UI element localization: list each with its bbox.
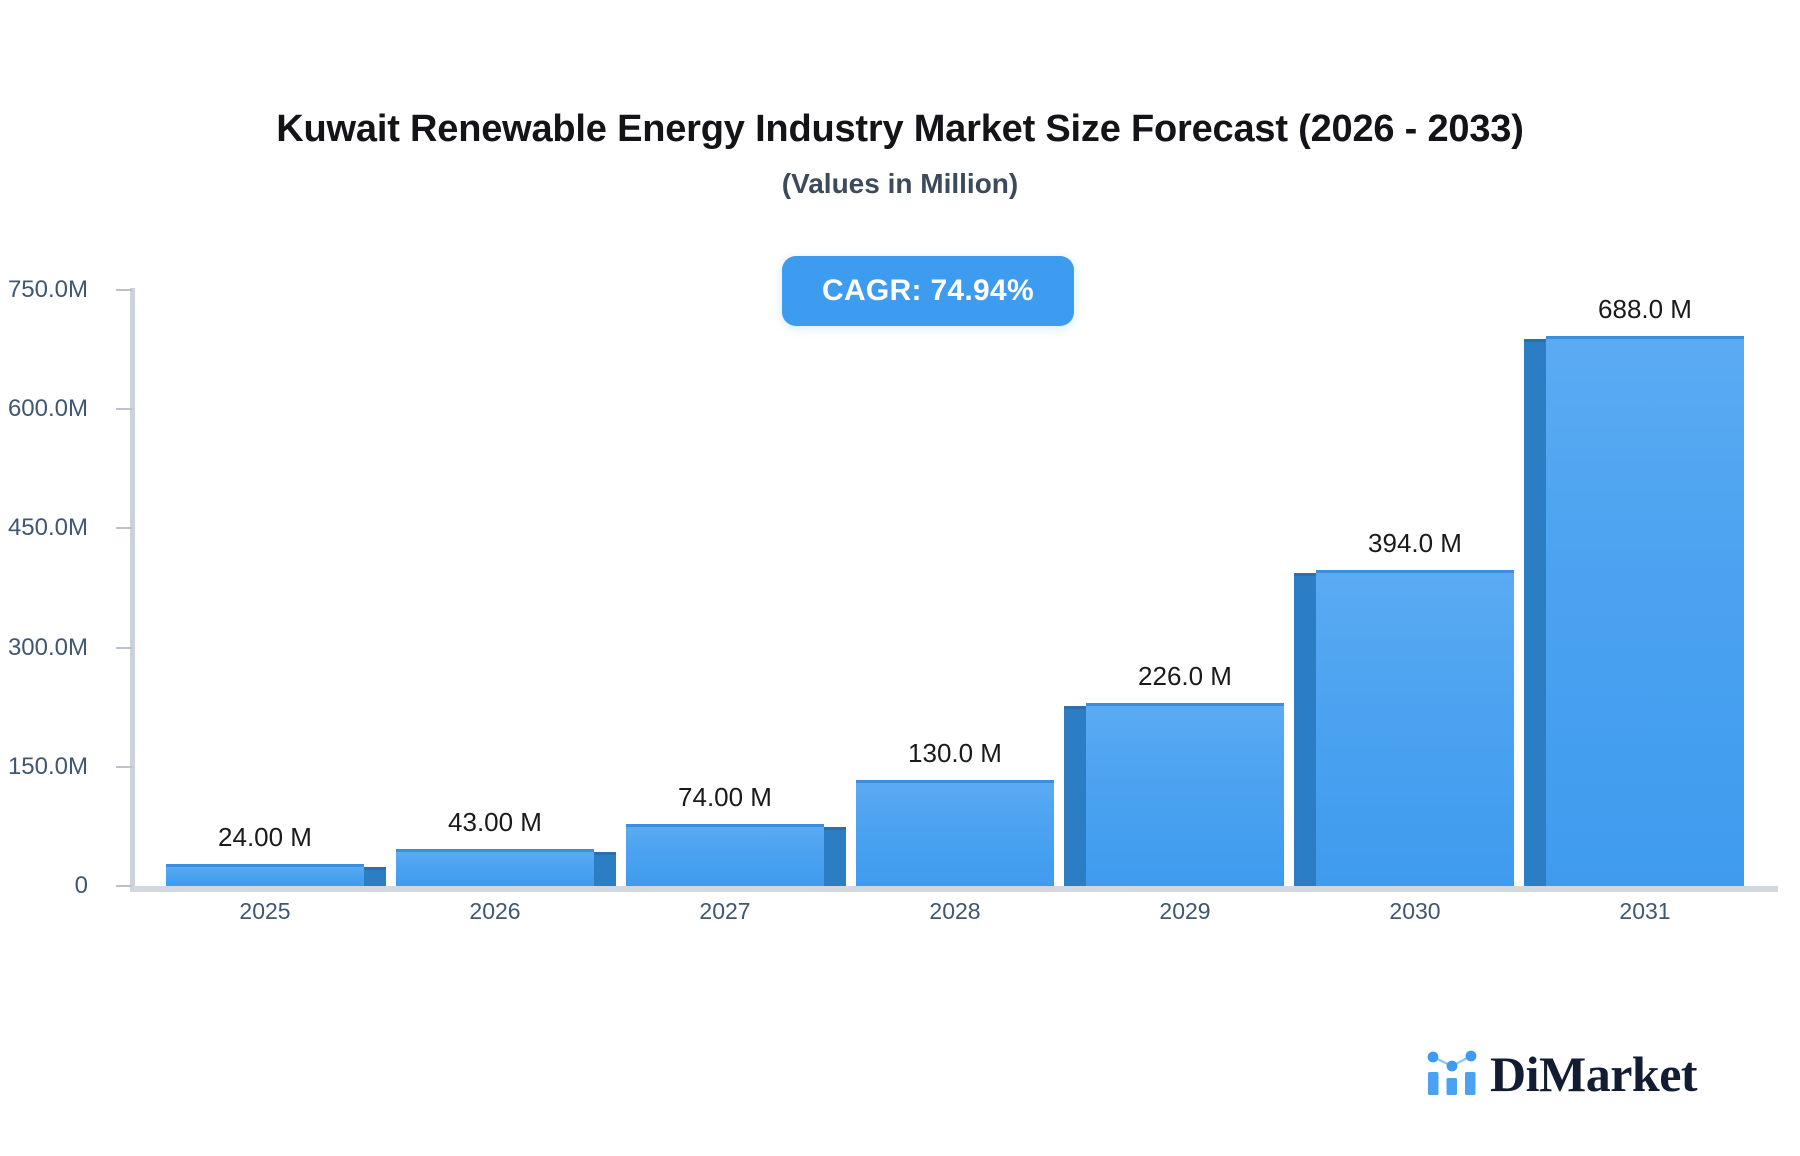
bar-side-face: [1294, 572, 1316, 886]
y-axis-tick-label: 600.0M: [7, 395, 88, 423]
chart-subtitle: (Values in Million): [781, 168, 1019, 199]
bar-side-face: [364, 866, 386, 886]
bar-value-label: 226.0 M: [1138, 661, 1232, 692]
bar-2027[interactable]: 74.00 M: [626, 782, 846, 886]
bar-side-face: [1524, 339, 1546, 886]
y-axis-tick-label: 300.0M: [7, 633, 88, 661]
x-axis-tick-label: 2030: [1389, 898, 1441, 924]
bar-2031[interactable]: 688.0 M: [1524, 294, 1744, 886]
y-axis-tick-label: 450.0M: [7, 514, 88, 542]
y-axis-tick-label: 150.0M: [7, 752, 88, 780]
x-axis-tick-label: 2028: [929, 898, 981, 924]
y-axis-tick: [116, 527, 132, 530]
bar-front-face: [396, 848, 594, 886]
y-axis-tick-label: 0: [74, 872, 88, 899]
x-axis-tick-label: 2031: [1619, 898, 1671, 924]
bar-value-label: 394.0 M: [1368, 527, 1462, 558]
y-axis-tick-label: 750.0M: [7, 276, 88, 303]
bar-value-label: 43.00 M: [448, 806, 542, 837]
bar-2029[interactable]: 226.0 M: [1064, 661, 1284, 886]
bar-front-face: [856, 779, 1054, 886]
bar-front-face: [626, 824, 824, 886]
y-axis-tick: [116, 408, 132, 411]
bar-2026[interactable]: 43.00 M: [396, 807, 616, 886]
y-axis-line: [130, 288, 135, 888]
y-axis-tick: [116, 885, 132, 887]
bar-chart-icon: [1424, 1046, 1480, 1101]
cagr-badge-label: CAGR: 74.94%: [821, 274, 1034, 307]
bar-2025[interactable]: 24.00 M: [166, 822, 386, 886]
x-axis-tick-label: 2027: [699, 898, 751, 924]
y-axis-tick: [116, 646, 132, 649]
bar-2028[interactable]: 130.0 M: [856, 738, 1054, 886]
x-axis-tick-label: 2025: [239, 898, 291, 924]
y-axis-tick: [116, 289, 132, 291]
dimarket-logo: DiMarket: [1424, 1045, 1698, 1102]
bar-value-label: 24.00 M: [218, 821, 312, 852]
bar-front-face: [1316, 569, 1514, 886]
logo-text: DiMarket: [1490, 1045, 1698, 1102]
bar-value-label: 130.0 M: [908, 737, 1002, 768]
x-axis-tick-label: 2029: [1159, 898, 1211, 924]
y-axis-tick: [116, 765, 132, 768]
cagr-badge: CAGR: 74.94%: [782, 256, 1074, 326]
bar-side-face: [594, 851, 616, 886]
bar-value-label: 688.0 M: [1598, 294, 1692, 325]
bar-front-face: [1546, 336, 1744, 886]
bar-value-label: 74.00 M: [678, 782, 772, 813]
x-axis-tick-label: 2026: [469, 898, 521, 924]
bar-front-face: [166, 863, 364, 886]
chart-title: Kuwait Renewable Energy Industry Market …: [276, 108, 1524, 150]
x-axis-line: [130, 886, 1778, 892]
bar-side-face: [824, 827, 846, 886]
bar-side-face: [1064, 706, 1086, 886]
bar-front-face: [1086, 703, 1284, 886]
bar-2030[interactable]: 394.0 M: [1294, 528, 1514, 886]
